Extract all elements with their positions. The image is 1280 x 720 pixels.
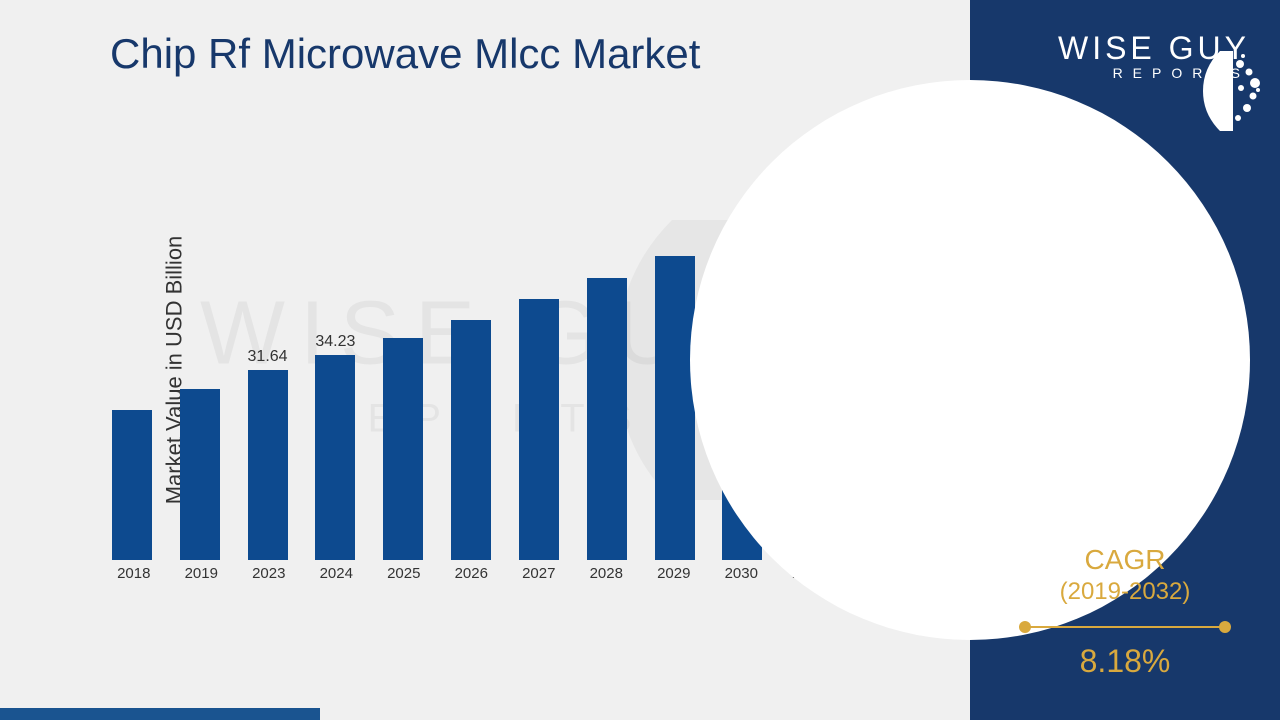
x-axis-label: 2026 <box>441 565 501 582</box>
bar-group: 34.23 <box>305 355 365 560</box>
bar-group <box>373 338 433 560</box>
sidebar: WISE GUY REPORTS CAGR (2019-2032) 8.18% <box>970 0 1280 720</box>
x-axis-label: 2027 <box>509 565 569 582</box>
bar <box>519 299 559 560</box>
x-axis-label: 2025 <box>374 565 434 582</box>
bar <box>655 256 695 560</box>
bar <box>383 338 423 560</box>
x-axis-label: 2029 <box>644 565 704 582</box>
bar-value-label: 31.64 <box>248 348 288 366</box>
bar <box>587 278 627 560</box>
bar <box>315 355 355 560</box>
x-axis-label: 2019 <box>171 565 231 582</box>
cagr-divider <box>1025 626 1225 628</box>
bar-value-label: 34.23 <box>315 333 355 351</box>
bar-group <box>441 320 501 560</box>
bar-group <box>577 278 637 560</box>
cagr-title: CAGR <box>1000 544 1250 576</box>
x-axis-label: 2023 <box>239 565 299 582</box>
cagr-box: CAGR (2019-2032) 8.18% <box>1000 544 1250 680</box>
x-axis-label: 2024 <box>306 565 366 582</box>
x-axis-label: 2018 <box>104 565 164 582</box>
chart-title: Chip Rf Microwave Mlcc Market <box>110 30 700 78</box>
x-axis-label: 2030 <box>711 565 771 582</box>
brand-logo: WISE GUY REPORTS <box>1058 30 1250 81</box>
cagr-value: 8.18% <box>1000 643 1250 680</box>
bar-group <box>509 299 569 560</box>
bar-group <box>170 389 230 560</box>
bottom-accent-bar <box>0 708 320 720</box>
cagr-period: (2019-2032) <box>1000 578 1250 606</box>
bar <box>451 320 491 560</box>
x-axis-label: 2028 <box>576 565 636 582</box>
bar-group: 31.64 <box>238 370 298 560</box>
bar <box>112 410 152 560</box>
bar <box>180 389 220 560</box>
brand-head-icon <box>1195 46 1265 136</box>
bar-group <box>102 410 162 560</box>
bar <box>248 370 288 560</box>
